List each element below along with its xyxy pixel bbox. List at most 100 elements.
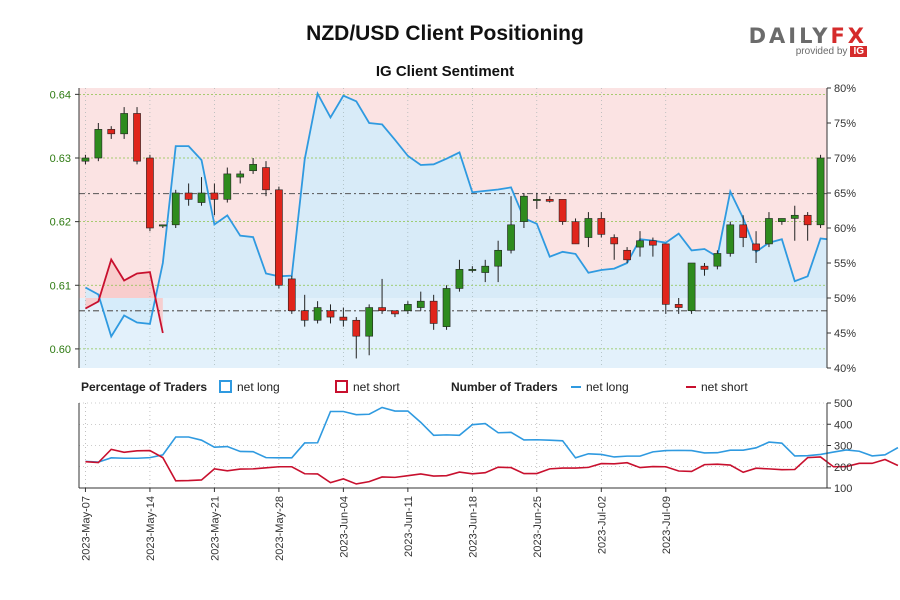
legend-pct-short-swatch <box>335 380 348 393</box>
candle-up <box>713 253 722 267</box>
pct-tick-label: 80% <box>834 83 856 95</box>
date-tick-label: 2023-May-28 <box>274 496 286 561</box>
candle <box>146 154 154 232</box>
candle <box>778 218 786 225</box>
candle <box>223 167 232 203</box>
candle-up <box>765 218 773 245</box>
candle-up <box>816 157 825 226</box>
candle-up <box>481 265 490 273</box>
candle-down <box>752 243 760 251</box>
candle-up <box>584 218 593 238</box>
price-panel: 0.60 0.61 0.62 0.63 0.64 40% 45% 50% 55% 60% 65% 70… <box>50 83 857 375</box>
count-tick-label: 100 <box>834 483 852 495</box>
candle-up <box>81 157 90 162</box>
date-tick-label: 2023-Jun-11 <box>403 496 415 557</box>
candle-down <box>739 224 748 238</box>
candle <box>468 266 477 273</box>
chart-subtitle: IG Client Sentiment <box>375 63 515 80</box>
candle-up <box>197 192 206 203</box>
candle-down <box>558 199 567 222</box>
candle <box>339 307 348 327</box>
candle-up <box>416 300 425 308</box>
candle <box>300 294 309 327</box>
candle <box>133 107 141 165</box>
dailyfx-logo[interactable]: DAILYFX provided by IG <box>749 24 867 57</box>
candle <box>494 240 502 283</box>
legend-num-heading: Number of Traders <box>451 380 558 394</box>
candle <box>520 193 528 228</box>
legend-pct-heading: Percentage of Traders <box>81 380 207 394</box>
candle-down <box>571 221 580 245</box>
count-tick-label: 300 <box>834 441 852 453</box>
candles <box>81 107 825 359</box>
candle-down <box>300 310 309 321</box>
price-tick-label: 0.64 <box>50 89 71 101</box>
candle <box>120 107 128 139</box>
candle-down <box>133 113 141 162</box>
count-tick-label: 500 <box>834 398 852 410</box>
candle <box>571 218 580 245</box>
price-tick-label: 0.62 <box>50 217 71 229</box>
candle <box>210 183 219 216</box>
candle <box>816 154 825 228</box>
candle <box>442 285 451 330</box>
candle-up <box>223 173 232 200</box>
candle-up <box>171 192 180 226</box>
price-tick-label: 0.63 <box>50 153 71 165</box>
candle <box>262 161 270 197</box>
candle-up <box>236 173 245 178</box>
candle <box>158 224 167 228</box>
candle <box>378 278 386 314</box>
candle <box>558 199 567 225</box>
candle-down <box>623 249 631 261</box>
candle <box>674 298 683 314</box>
candle <box>532 193 541 209</box>
brand-name: DAILYFX <box>748 24 867 48</box>
candle-down <box>352 319 361 337</box>
candle <box>623 247 631 263</box>
candle-down <box>674 304 683 308</box>
pct-tick-label: 60% <box>834 223 856 235</box>
candle <box>184 183 193 206</box>
candle-up <box>455 269 464 289</box>
date-tick-label: 2023-Jun-25 <box>532 496 544 558</box>
candle <box>700 263 709 276</box>
date-tick-label: 2023-Jun-18 <box>467 496 479 558</box>
pct-tick-label: 40% <box>834 363 856 375</box>
legend-pct-long-swatch <box>219 380 232 393</box>
candle <box>636 231 644 257</box>
candle-down <box>275 189 283 286</box>
long-zone-background <box>79 298 827 368</box>
candle-up <box>687 262 696 312</box>
candle <box>481 259 490 283</box>
candle <box>661 243 670 314</box>
candle-up <box>790 214 799 219</box>
price-tick-label: 0.61 <box>50 280 71 292</box>
candle <box>94 123 103 162</box>
candle-down <box>597 218 606 235</box>
candle-up <box>778 218 786 222</box>
date-tick-label: 2023-May-14 <box>145 496 157 561</box>
date-tick-label: 2023-May-21 <box>209 496 221 561</box>
date-tick-label: 2023-Jun-04 <box>338 496 350 558</box>
count-tick-label: 400 <box>834 419 852 431</box>
candle <box>752 231 760 263</box>
candle-up <box>468 269 477 271</box>
candle-up <box>726 224 735 254</box>
candle <box>584 212 593 248</box>
candle <box>313 301 322 324</box>
candle-up <box>404 304 412 312</box>
legend-num-short-label: net short <box>701 380 748 394</box>
candle-up <box>507 224 515 251</box>
candle <box>365 304 374 356</box>
candle-up <box>636 240 644 248</box>
candle <box>455 259 464 292</box>
chart-title: NZD/USD Client Positioning <box>306 22 584 45</box>
candle <box>249 158 257 174</box>
net-short-area <box>85 259 163 333</box>
candle <box>507 196 515 254</box>
traders-count-panel: 100 200 300 400 500 2023-May-07 2023-May-14 202… <box>78 398 899 561</box>
candle <box>545 196 554 203</box>
candle <box>197 177 206 206</box>
